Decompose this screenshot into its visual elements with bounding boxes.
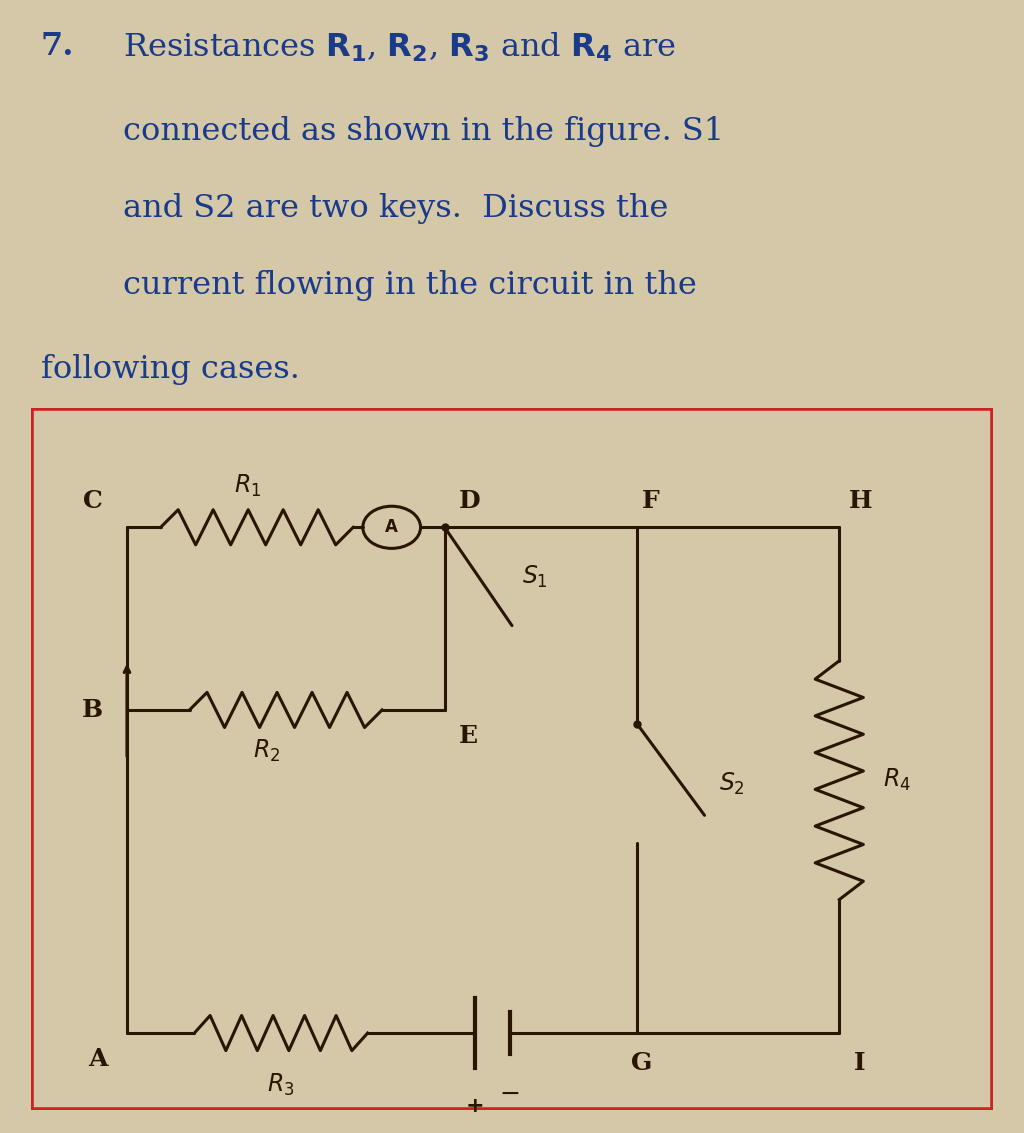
Text: E: E bbox=[459, 724, 478, 748]
Text: D: D bbox=[459, 489, 480, 513]
Text: $S_1$: $S_1$ bbox=[521, 563, 548, 589]
Text: following cases.: following cases. bbox=[41, 355, 300, 385]
Text: connected as shown in the figure. S1: connected as shown in the figure. S1 bbox=[123, 116, 724, 146]
Text: −: − bbox=[500, 1082, 520, 1106]
Text: 7.: 7. bbox=[41, 31, 75, 62]
Text: Resistances $\mathbf{R_1}$, $\mathbf{R_2}$, $\mathbf{R_3}$ and $\mathbf{R_4}$ ar: Resistances $\mathbf{R_1}$, $\mathbf{R_2… bbox=[123, 31, 676, 65]
Text: A: A bbox=[88, 1047, 108, 1071]
Text: +: + bbox=[466, 1097, 484, 1116]
Text: F: F bbox=[642, 489, 659, 513]
Text: H: H bbox=[849, 489, 872, 513]
Text: and S2 are two keys.  Discuss the: and S2 are two keys. Discuss the bbox=[123, 193, 669, 223]
Text: $R_3$: $R_3$ bbox=[267, 1072, 295, 1098]
Text: C: C bbox=[83, 489, 102, 513]
Text: G: G bbox=[631, 1050, 652, 1074]
Text: $S_2$: $S_2$ bbox=[719, 770, 744, 796]
Text: $R_1$: $R_1$ bbox=[233, 472, 261, 500]
Text: $R_2$: $R_2$ bbox=[253, 738, 281, 765]
Text: I: I bbox=[854, 1050, 865, 1074]
Text: A: A bbox=[385, 518, 398, 536]
Text: B: B bbox=[82, 698, 102, 722]
Text: current flowing in the circuit in the: current flowing in the circuit in the bbox=[123, 270, 696, 300]
Text: $R_4$: $R_4$ bbox=[883, 767, 910, 793]
